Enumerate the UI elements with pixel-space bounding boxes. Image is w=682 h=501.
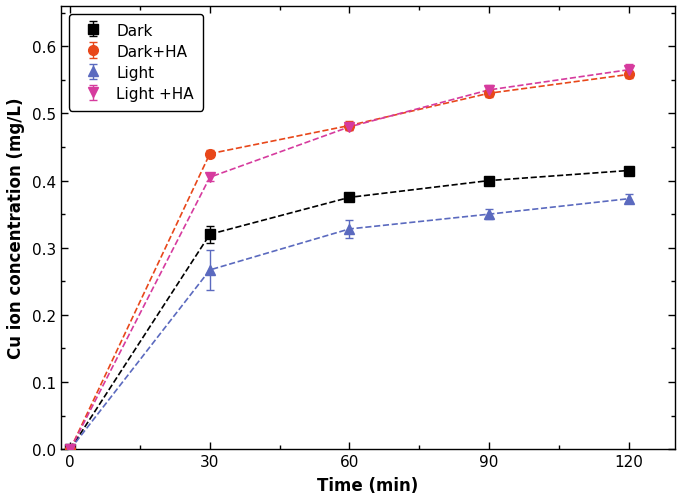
Legend: Dark, Dark+HA, Light, Light +HA: Dark, Dark+HA, Light, Light +HA xyxy=(69,15,203,111)
X-axis label: Time (min): Time (min) xyxy=(317,476,419,494)
Y-axis label: Cu ion concentration (mg/L): Cu ion concentration (mg/L) xyxy=(7,98,25,359)
